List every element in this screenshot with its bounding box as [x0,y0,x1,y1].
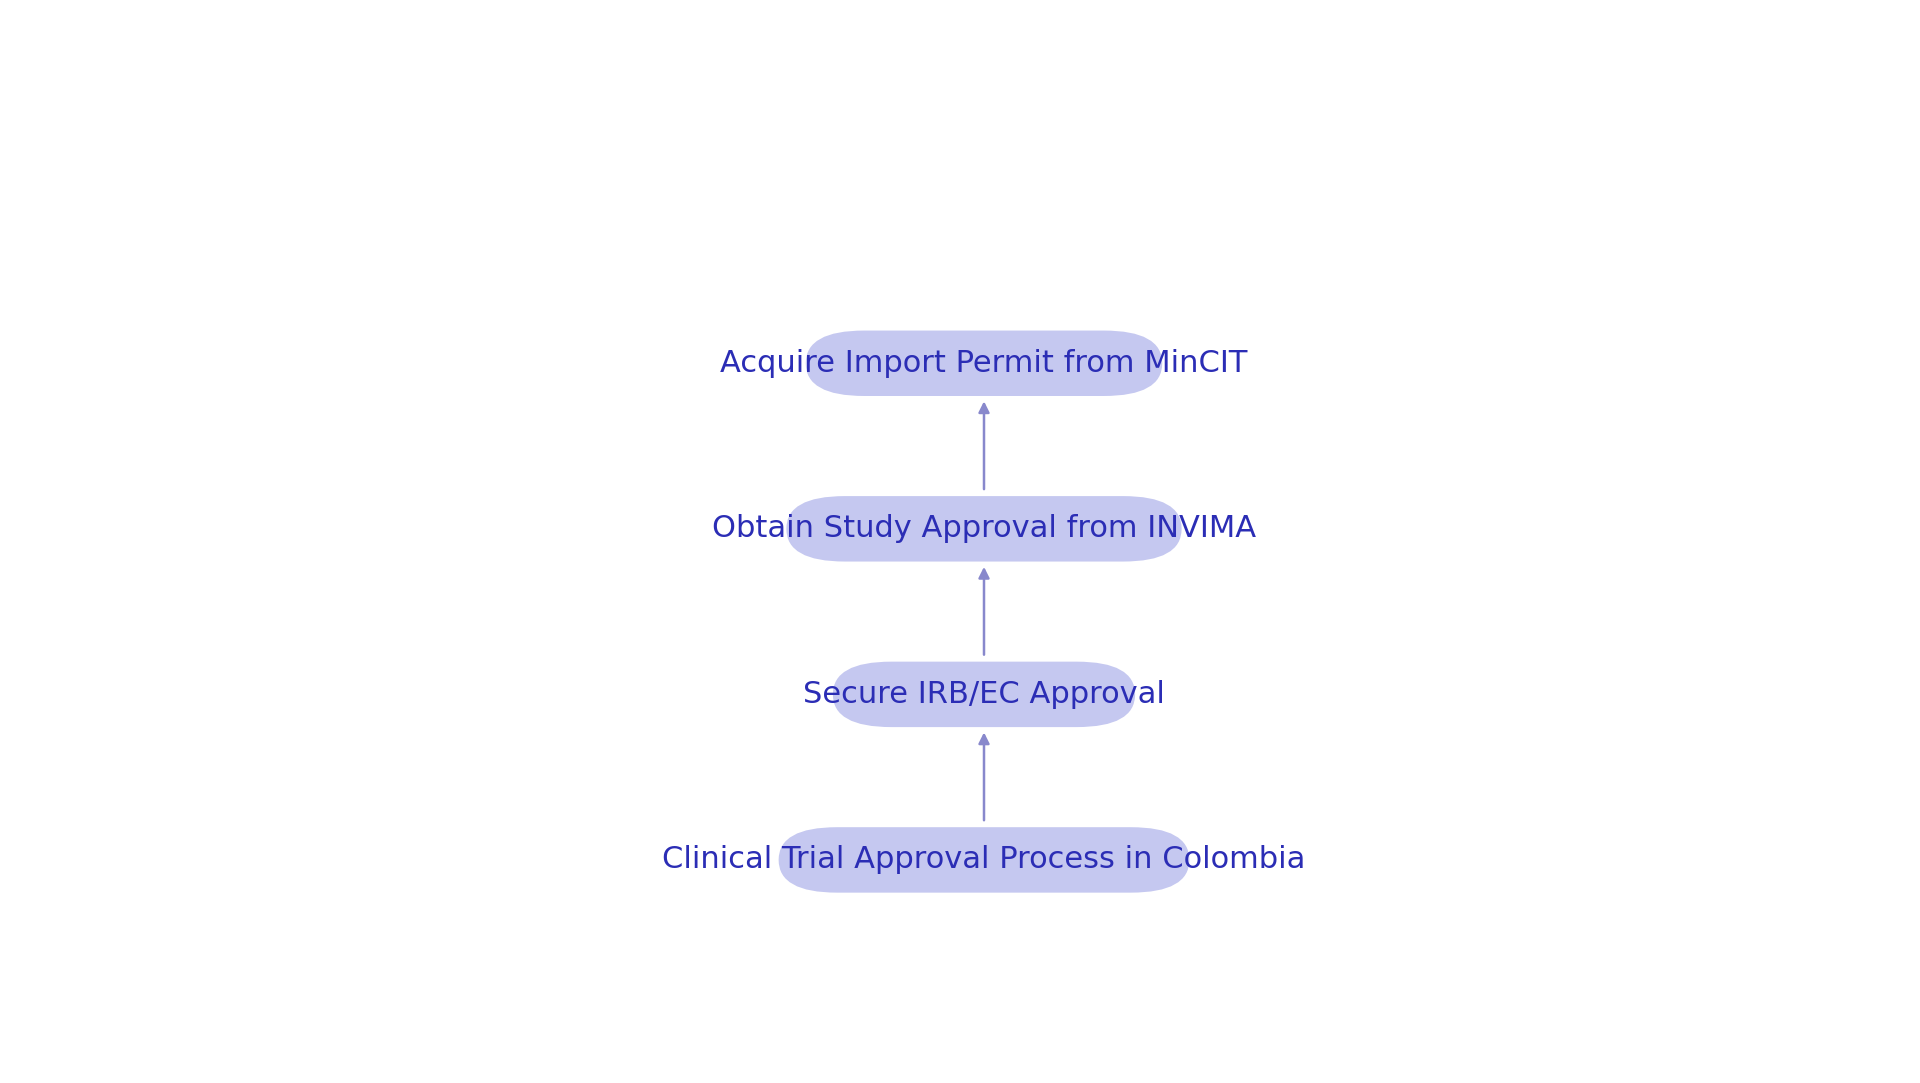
FancyBboxPatch shape [806,330,1162,396]
Text: Clinical Trial Approval Process in Colombia: Clinical Trial Approval Process in Colom… [662,846,1306,874]
FancyBboxPatch shape [780,827,1188,892]
FancyBboxPatch shape [787,496,1181,562]
Text: Secure IRB/EC Approval: Secure IRB/EC Approval [803,680,1165,709]
Text: Acquire Import Permit from MinCIT: Acquire Import Permit from MinCIT [720,349,1248,378]
FancyBboxPatch shape [833,662,1135,727]
Text: Obtain Study Approval from INVIMA: Obtain Study Approval from INVIMA [712,514,1256,544]
